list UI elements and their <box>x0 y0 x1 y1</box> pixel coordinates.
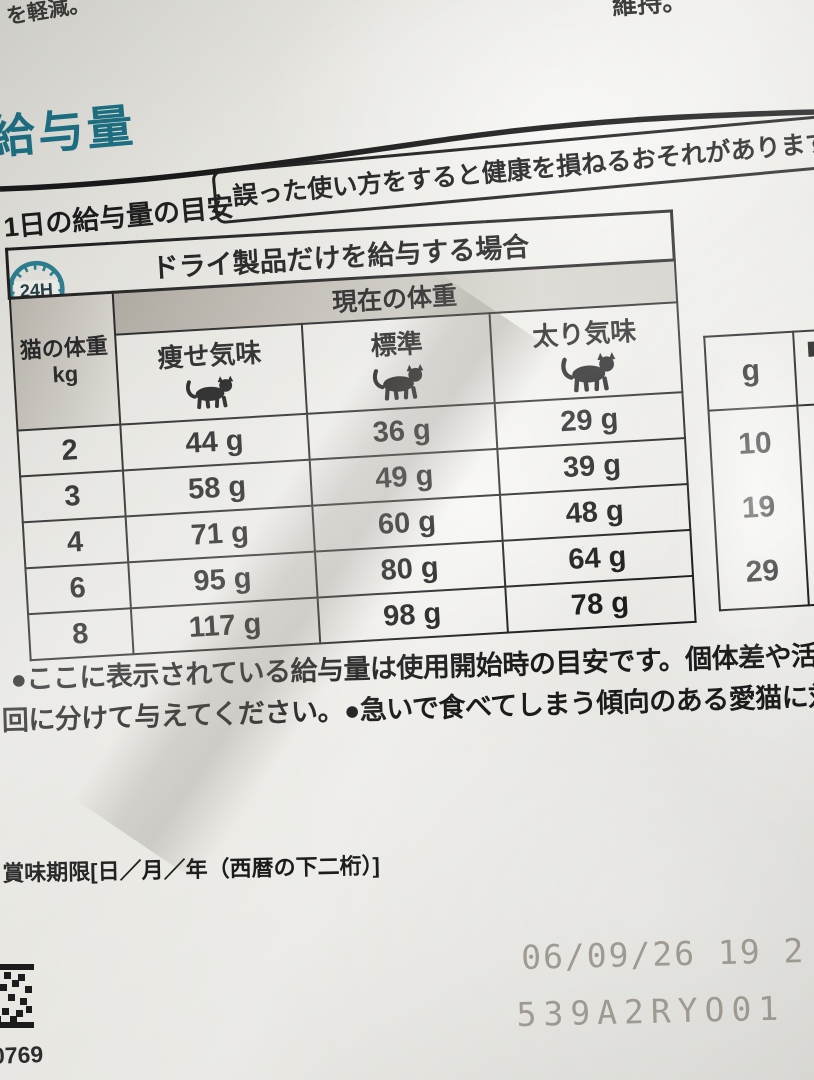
datamatrix-code <box>0 964 34 1028</box>
print-date-code: 06/09/26 19 2 <box>520 931 806 977</box>
bottom-left-number: 0769 <box>0 1041 44 1069</box>
divider-rule <box>0 109 814 192</box>
print-lot-code: 539A2RYO01 <box>516 988 786 1035</box>
partial-glyph <box>807 341 814 357</box>
